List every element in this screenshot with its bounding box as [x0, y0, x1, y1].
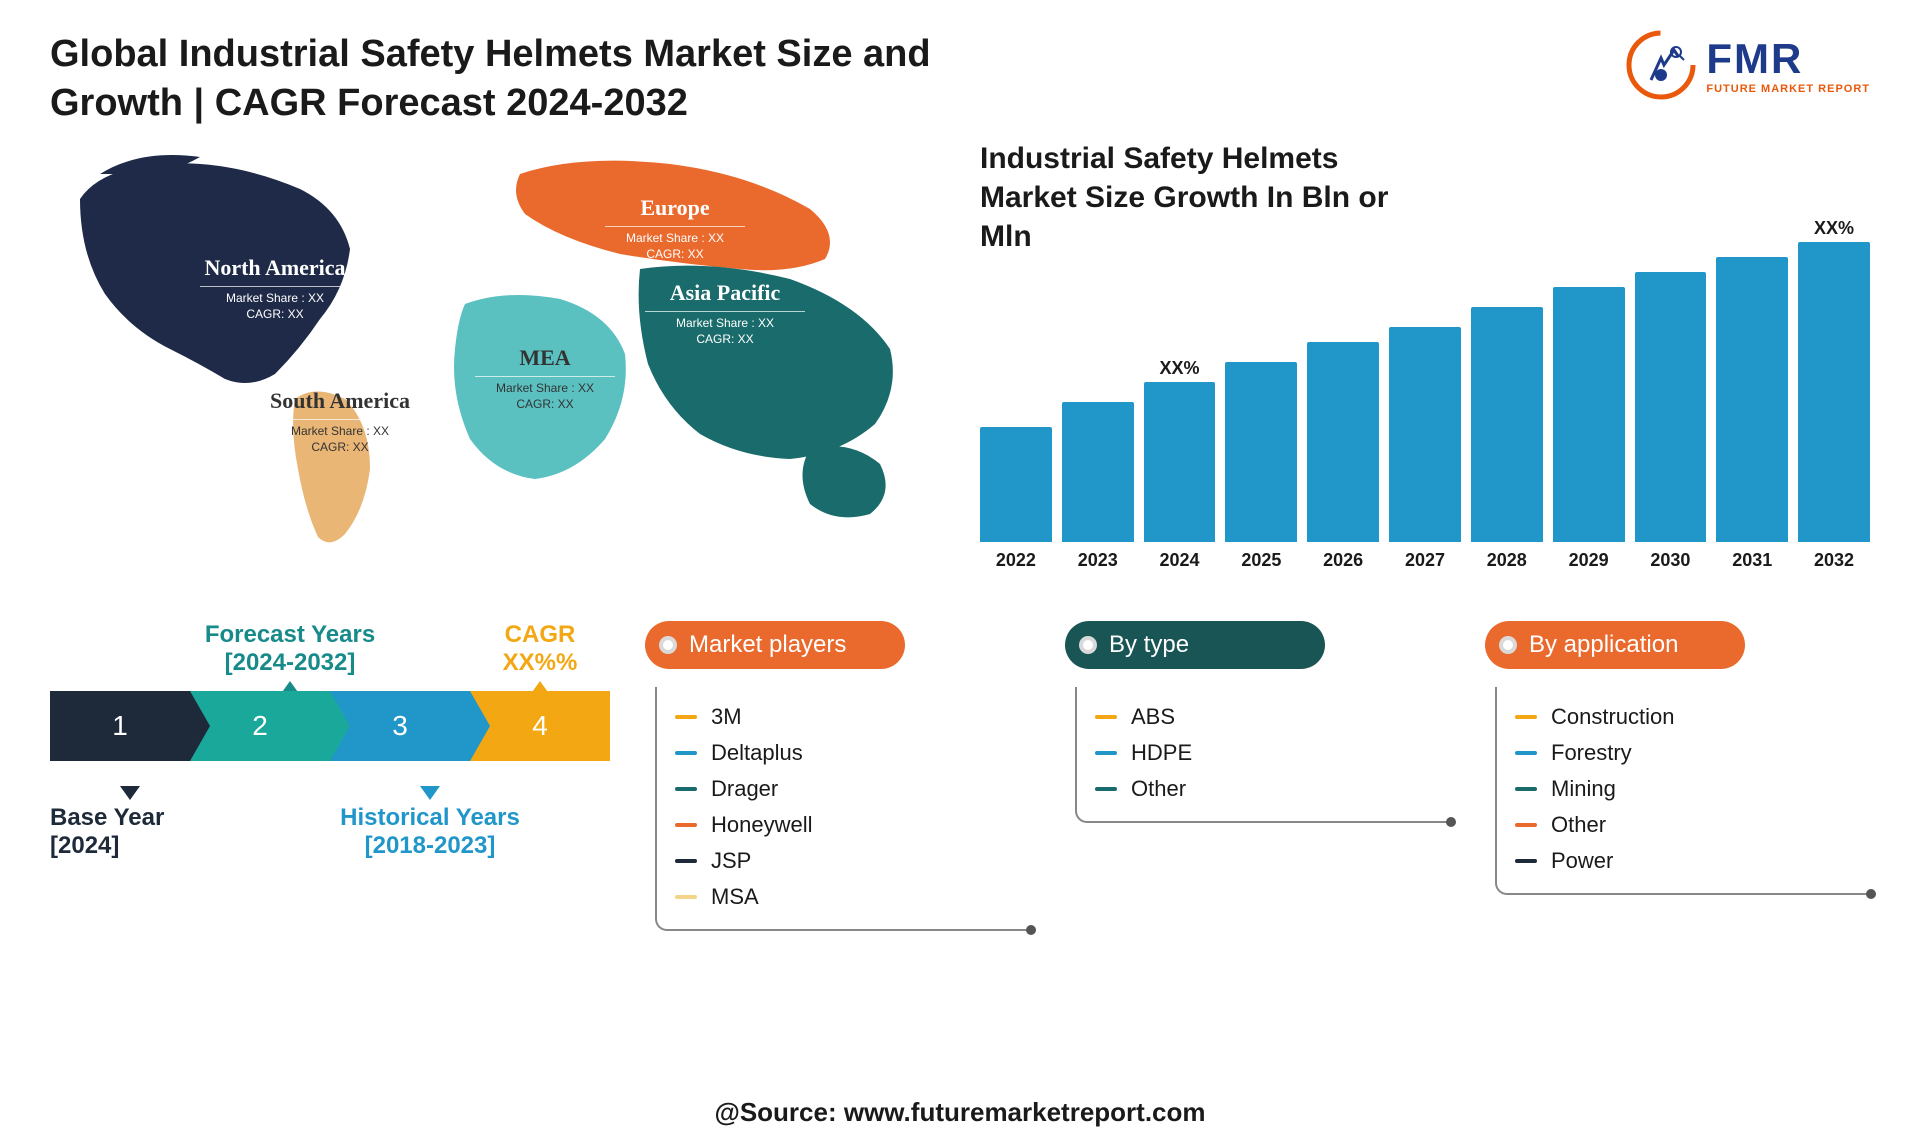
- list-item: JSP: [675, 843, 1030, 879]
- bar-2031: 2031: [1716, 257, 1788, 571]
- bar-2032: XX%2032: [1798, 242, 1870, 571]
- category-list: ABSHDPEOther: [1075, 687, 1450, 823]
- category-column: By application ConstructionForestryMining…: [1485, 621, 1870, 931]
- timeline-segment-3: 3: [330, 691, 470, 761]
- bar-2027: 2027: [1389, 327, 1461, 571]
- timeline: Forecast Years [2024-2032] CAGR XX%% 123…: [50, 621, 610, 866]
- list-item: Power: [1515, 843, 1870, 879]
- page-title: Global Industrial Safety Helmets Market …: [50, 30, 1050, 129]
- world-map: North AmericaMarket Share : XXCAGR: XX So…: [50, 139, 930, 559]
- region-label-sa: South AmericaMarket Share : XXCAGR: XX: [260, 387, 420, 456]
- bar-2029: 2029: [1553, 287, 1625, 571]
- logo-icon: [1626, 30, 1696, 100]
- region-label-eu: EuropeMarket Share : XXCAGR: XX: [605, 194, 745, 263]
- list-item: 3M: [675, 699, 1030, 735]
- bar-2023: 2023: [1062, 402, 1134, 571]
- region-label-ap: Asia PacificMarket Share : XXCAGR: XX: [645, 279, 805, 348]
- list-item: Honeywell: [675, 807, 1030, 843]
- bar-chart: Industrial Safety Helmets Market Size Gr…: [960, 139, 1870, 571]
- timeline-segment-4: 4: [470, 691, 610, 761]
- region-label-na: North AmericaMarket Share : XXCAGR: XX: [200, 254, 350, 323]
- chart-title: Industrial Safety Helmets Market Size Gr…: [980, 139, 1430, 256]
- list-item: Drager: [675, 771, 1030, 807]
- bar-2022: 2022: [980, 427, 1052, 571]
- logo-text-main: FMR: [1706, 35, 1870, 83]
- list-item: MSA: [675, 879, 1030, 915]
- logo-text-sub: FUTURE MARKET REPORT: [1706, 83, 1870, 95]
- bar-2025: 2025: [1225, 362, 1297, 571]
- list-item: Mining: [1515, 771, 1870, 807]
- category-column: By type ABSHDPEOther: [1065, 621, 1450, 931]
- list-item: Forestry: [1515, 735, 1870, 771]
- list-item: ABS: [1095, 699, 1450, 735]
- source-attribution: @Source: www.futuremarketreport.com: [714, 1097, 1205, 1128]
- category-list: 3MDeltaplusDragerHoneywellJSPMSA: [655, 687, 1030, 931]
- bar-2026: 2026: [1307, 342, 1379, 571]
- category-list: ConstructionForestryMiningOtherPower: [1495, 687, 1870, 895]
- fmr-logo: FMR FUTURE MARKET REPORT: [1626, 30, 1870, 100]
- base-year-label: Base Year [2024]: [50, 786, 210, 860]
- list-item: Deltaplus: [675, 735, 1030, 771]
- timeline-segment-2: 2: [190, 691, 330, 761]
- bar-2028: 2028: [1471, 307, 1543, 571]
- bar-2030: 2030: [1635, 272, 1707, 571]
- historical-label: Historical Years [2018-2023]: [330, 786, 530, 860]
- timeline-segment-1: 1: [50, 691, 190, 761]
- list-item: HDPE: [1095, 735, 1450, 771]
- forecast-label: Forecast Years [2024-2032]: [200, 621, 380, 695]
- category-column: Market players 3MDeltaplusDragerHoneywell…: [645, 621, 1030, 931]
- list-item: Other: [1095, 771, 1450, 807]
- list-item: Other: [1515, 807, 1870, 843]
- category-pill: By application: [1485, 621, 1745, 669]
- region-label-mea: MEAMarket Share : XXCAGR: XX: [475, 344, 615, 413]
- list-item: Construction: [1515, 699, 1870, 735]
- cagr-label: CAGR XX%%: [490, 621, 590, 695]
- category-pill: Market players: [645, 621, 905, 669]
- category-pill: By type: [1065, 621, 1325, 669]
- bar-2024: XX%2024: [1144, 382, 1216, 571]
